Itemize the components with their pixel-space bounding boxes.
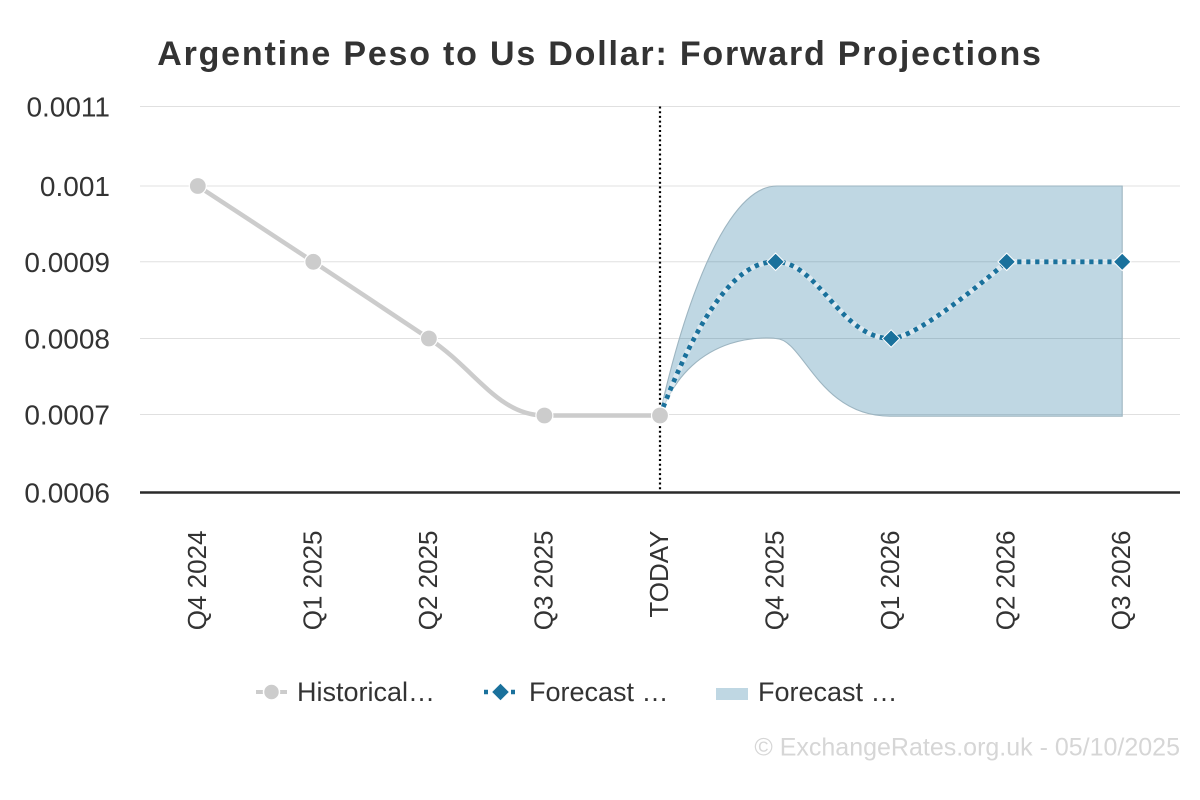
svg-text:Argentine Peso to Us Dollar: F: Argentine Peso to Us Dollar: Forward Pro… [157, 35, 1043, 73]
svg-text:0.001: 0.001 [40, 171, 110, 202]
svg-text:Forecast …: Forecast … [758, 677, 898, 707]
svg-text:Historical…: Historical… [297, 677, 435, 707]
svg-text:Q1 2026: Q1 2026 [875, 531, 905, 631]
svg-text:Q4 2024: Q4 2024 [182, 531, 212, 631]
svg-text:0.0011: 0.0011 [26, 92, 110, 123]
svg-text:© ExchangeRates.org.uk - 05/10: © ExchangeRates.org.uk - 05/10/2025 [754, 734, 1180, 762]
svg-text:0.0009: 0.0009 [24, 247, 110, 278]
svg-text:0.0006: 0.0006 [24, 478, 110, 509]
svg-text:0.0008: 0.0008 [24, 324, 110, 355]
svg-text:Q3 2026: Q3 2026 [1106, 531, 1136, 631]
svg-text:Q2 2025: Q2 2025 [413, 531, 443, 631]
svg-text:Q2 2026: Q2 2026 [991, 530, 1021, 630]
svg-text:TODAY: TODAY [644, 531, 674, 618]
svg-text:Q4 2025: Q4 2025 [760, 531, 790, 631]
svg-text:0.0007: 0.0007 [24, 400, 110, 431]
svg-text:Q1 2025: Q1 2025 [297, 531, 327, 631]
svg-text:Forecast …: Forecast … [529, 677, 669, 707]
svg-text:Q3 2025: Q3 2025 [528, 531, 558, 631]
